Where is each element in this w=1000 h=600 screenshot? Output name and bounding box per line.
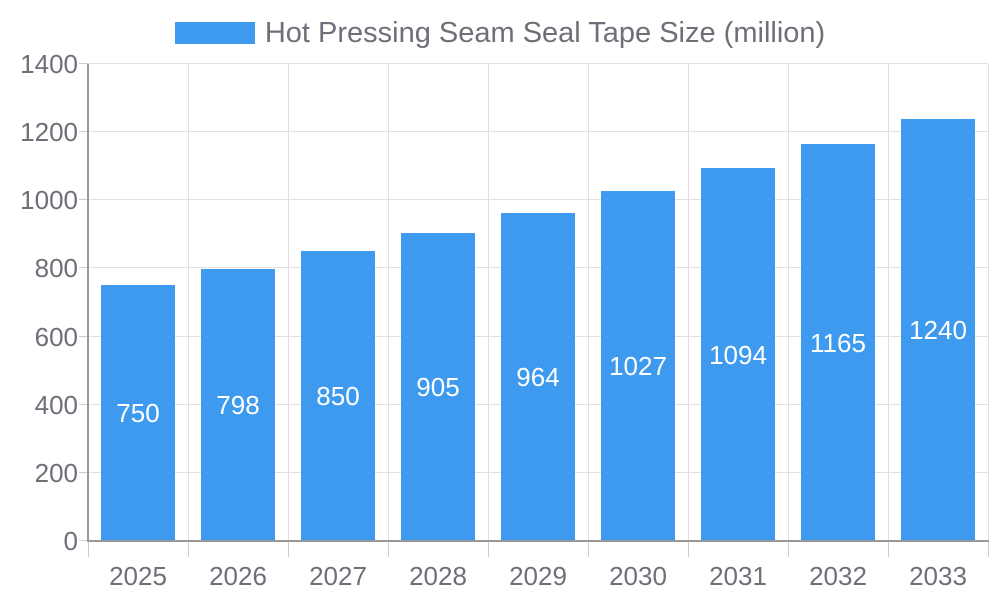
bar[interactable]: 905 <box>401 232 475 541</box>
x-axis-tick <box>588 542 589 557</box>
y-gridline <box>88 131 988 133</box>
y-axis-label: 600 <box>34 321 78 352</box>
x-axis-tick <box>188 542 189 557</box>
x-axis-label: 2032 <box>809 561 867 591</box>
bar[interactable]: 850 <box>301 251 375 541</box>
x-gridline <box>888 64 889 541</box>
y-gridline <box>88 199 988 201</box>
bar-value-label: 1240 <box>909 314 967 345</box>
x-axis-label: 2028 <box>409 561 467 591</box>
x-axis-tick <box>888 542 889 557</box>
bar[interactable]: 1240 <box>901 118 975 541</box>
legend-swatch[interactable] <box>174 22 255 44</box>
x-gridline <box>788 64 789 541</box>
x-axis-label: 2029 <box>509 561 567 591</box>
y-axis-tick <box>79 403 88 405</box>
x-gridline <box>488 64 489 541</box>
x-axis-line <box>87 540 989 542</box>
y-axis-label: 1200 <box>20 117 78 148</box>
x-axis-tick <box>688 542 689 557</box>
x-gridline <box>588 64 589 541</box>
x-axis-label: 2026 <box>209 561 267 591</box>
x-axis-tick <box>388 542 389 557</box>
bar-value-label: 798 <box>216 390 260 421</box>
bar[interactable]: 750 <box>101 285 175 541</box>
y-axis-label: 200 <box>34 457 78 488</box>
bar-value-label: 1027 <box>609 351 667 382</box>
y-axis-label: 0 <box>63 526 78 556</box>
y-axis-tick <box>79 131 88 133</box>
y-gridline <box>88 63 988 64</box>
bar[interactable]: 964 <box>501 212 575 541</box>
x-gridline <box>188 64 189 541</box>
x-axis-tick <box>288 542 289 557</box>
bar-value-label: 964 <box>516 361 560 392</box>
y-axis-label: 800 <box>34 253 78 284</box>
x-axis-tick <box>88 542 89 557</box>
bar-value-label: 750 <box>116 398 160 429</box>
bar-value-label: 850 <box>316 381 360 412</box>
y-axis-tick <box>79 335 88 337</box>
y-axis-label: 1400 <box>20 49 78 79</box>
x-axis-label: 2033 <box>909 561 967 591</box>
x-axis-tick <box>788 542 789 557</box>
x-axis-tick <box>988 542 989 557</box>
x-gridline <box>988 64 989 541</box>
x-axis-tick <box>488 542 489 557</box>
bar-value-label: 1165 <box>810 327 866 358</box>
x-axis-label: 2031 <box>709 561 767 591</box>
y-axis-tick <box>79 199 88 201</box>
legend-label[interactable]: Hot Pressing Seam Seal Tape Size (millio… <box>264 17 826 49</box>
y-axis-tick <box>79 63 88 64</box>
x-gridline <box>388 64 389 541</box>
y-axis-label: 400 <box>34 389 78 420</box>
y-axis-tick <box>79 267 88 269</box>
bar[interactable]: 1027 <box>601 191 675 541</box>
y-axis-label: 1000 <box>20 185 78 216</box>
y-axis-tick <box>79 471 88 473</box>
y-axis-tick <box>79 540 88 541</box>
legend: Hot Pressing Seam Seal Tape Size (millio… <box>0 16 1000 50</box>
bar[interactable]: 1165 <box>801 144 875 541</box>
x-axis-label: 2030 <box>609 561 667 591</box>
x-axis-label: 2027 <box>309 561 367 591</box>
bar[interactable]: 798 <box>201 269 275 541</box>
bar-value-label: 1094 <box>709 339 767 370</box>
bar[interactable]: 1094 <box>701 168 775 541</box>
x-gridline <box>688 64 689 541</box>
x-axis-label: 2025 <box>109 561 167 591</box>
y-axis-line <box>87 64 89 541</box>
bar-value-label: 905 <box>416 371 460 402</box>
x-gridline <box>288 64 289 541</box>
